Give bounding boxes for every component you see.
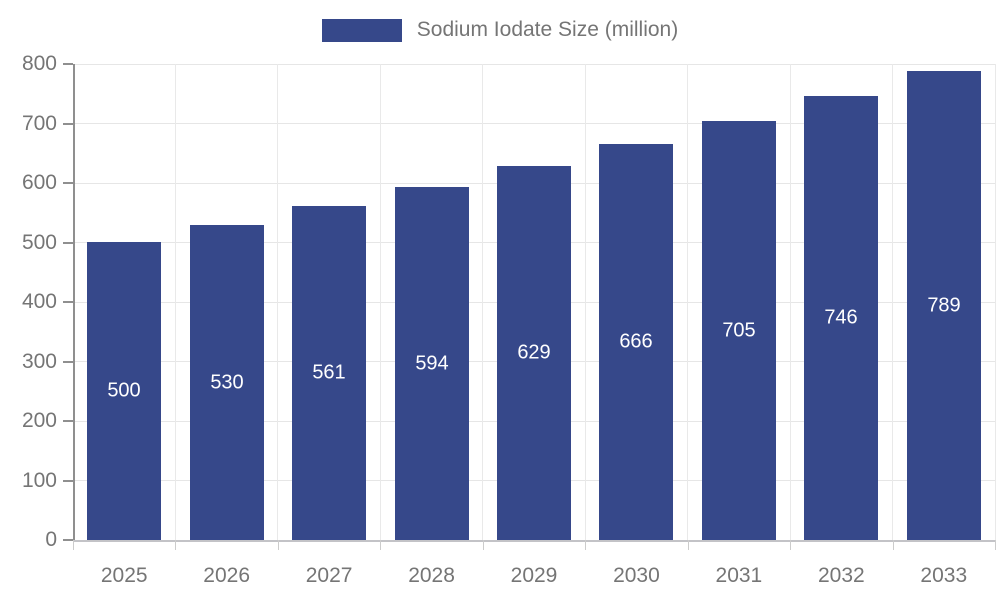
bar-value-label: 629 (517, 341, 551, 364)
y-axis-tick (63, 301, 73, 303)
x-tick-label: 2030 (613, 564, 660, 587)
y-tick-label: 400 (21, 290, 57, 313)
bar-value-label: 530 (210, 371, 244, 393)
x-axis-tick (380, 540, 382, 550)
bar-2030: 666 (599, 144, 673, 540)
x-tick-label: 2029 (510, 564, 558, 587)
x-axis-tick (482, 540, 484, 550)
gridline-vertical (277, 64, 279, 540)
x-tick-label: 2031 (715, 564, 763, 587)
y-tick-label: 600 (21, 171, 57, 194)
bar-2031: 705 (702, 121, 776, 540)
gridline-vertical (174, 64, 176, 540)
y-axis-tick (63, 360, 73, 363)
x-axis-tick (995, 540, 996, 550)
y-tick-label: 100 (21, 468, 57, 492)
legend-swatch (321, 18, 402, 42)
bar-2028: 594 (395, 187, 469, 540)
x-tick-label: 2032 (817, 564, 865, 587)
bar-value-label: 500 (107, 379, 141, 402)
y-tick-label: 700 (21, 111, 57, 135)
x-axis-tick (73, 540, 74, 550)
y-axis-tick (63, 63, 73, 65)
y-tick-label: 200 (21, 409, 57, 432)
x-tick-label: 2028 (408, 564, 455, 587)
gridline-vertical (379, 64, 381, 540)
y-tick-label: 0 (45, 528, 57, 551)
gridline-vertical (892, 64, 894, 540)
bar-value-label: 705 (722, 319, 756, 341)
x-tick-label: 2026 (203, 564, 251, 587)
y-axis-tick (63, 539, 73, 541)
gridline-vertical (584, 64, 586, 540)
bar-2027: 561 (292, 206, 366, 540)
bar-value-label: 746 (824, 306, 858, 329)
x-axis-tick (277, 540, 279, 550)
x-axis-tick (790, 540, 792, 550)
gridline-vertical (994, 64, 996, 540)
bar-2025: 500 (87, 242, 161, 540)
x-tick-label: 2025 (100, 564, 148, 587)
bar-2029: 629 (497, 166, 571, 540)
bar-value-label: 561 (312, 361, 346, 384)
plot-area: 500 530 561 594 629 666 705 746 789 (73, 63, 996, 540)
x-axis-tick (892, 540, 894, 550)
bar-2033: 789 (907, 71, 981, 540)
chart-legend: Sodium Iodate Size (million) (0, 18, 1000, 42)
bar-value-label: 666 (619, 330, 653, 353)
y-axis-tick (63, 182, 73, 184)
y-tick-label: 800 (21, 52, 57, 75)
x-tick-label: 2027 (305, 564, 353, 587)
y-axis-tick (63, 241, 73, 244)
y-axis-tick (63, 122, 73, 125)
gridline-vertical (789, 64, 791, 540)
y-axis-tick (63, 420, 73, 422)
x-axis-line (73, 540, 995, 542)
gridline-horizontal (73, 63, 995, 65)
y-tick-label: 300 (21, 349, 57, 373)
x-axis-tick (175, 540, 177, 550)
bar-2026: 530 (190, 225, 264, 540)
bar-value-label: 594 (415, 352, 449, 374)
gridline-horizontal (73, 123, 995, 124)
gridline-vertical (687, 64, 689, 540)
bar-2032: 746 (804, 96, 878, 540)
x-axis-tick (687, 540, 689, 550)
bar-value-label: 789 (927, 294, 961, 316)
x-axis-tick (585, 540, 587, 550)
x-tick-label: 2033 (920, 564, 968, 587)
gridline-vertical (482, 64, 484, 540)
legend-label: Sodium Iodate Size (million) (416, 18, 679, 41)
y-axis-spine (73, 64, 75, 541)
y-tick-label: 500 (21, 230, 57, 254)
y-axis-tick (63, 479, 73, 482)
